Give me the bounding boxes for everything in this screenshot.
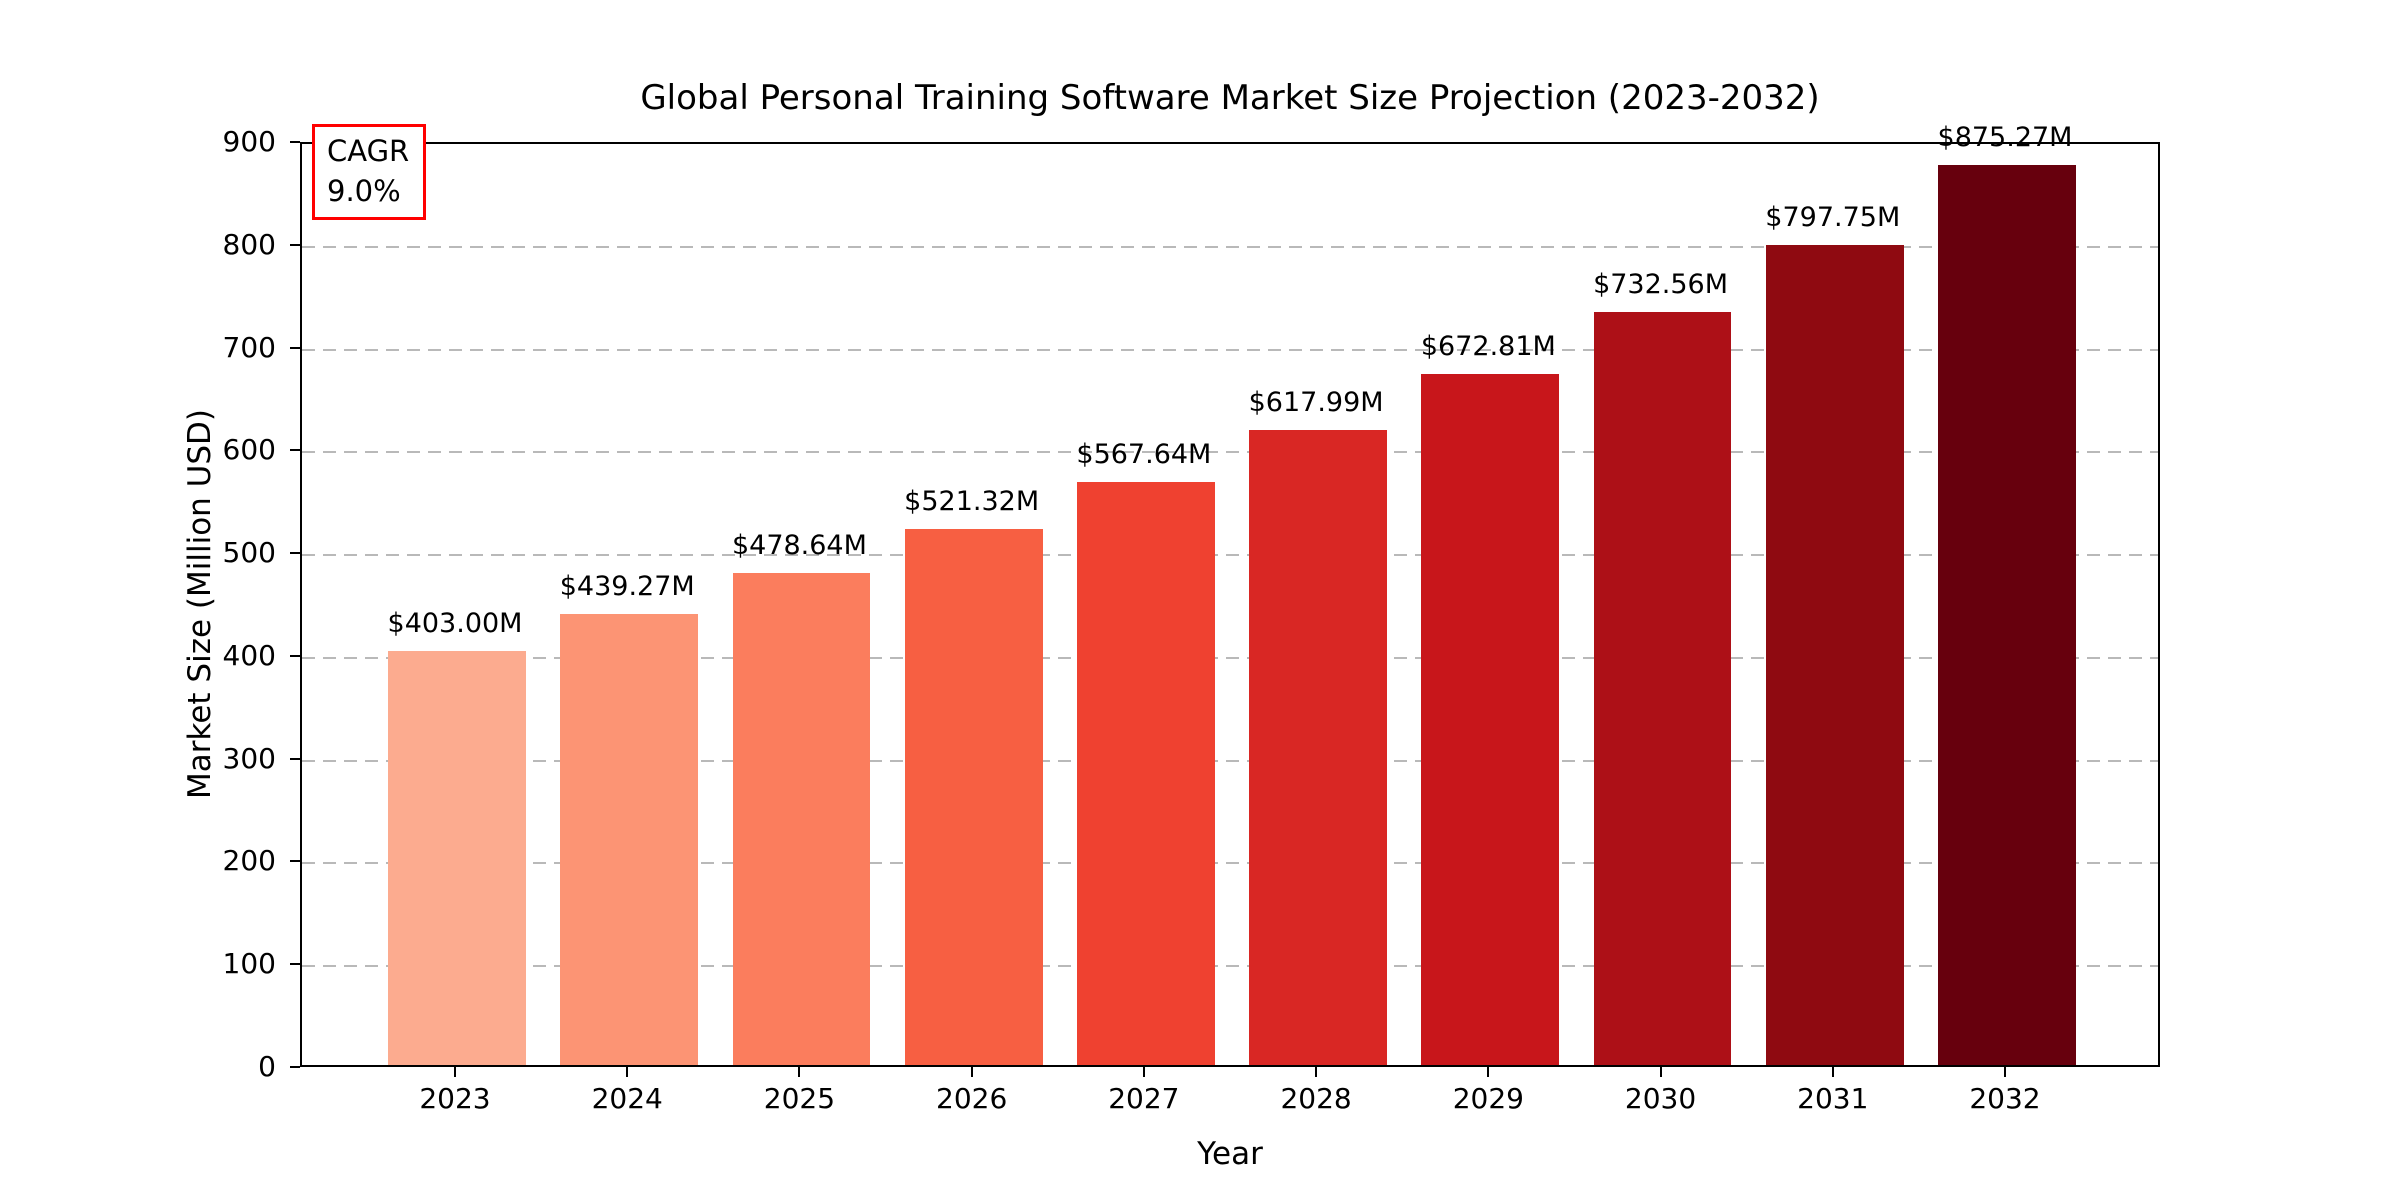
bar-value-label-2030: $732.56M xyxy=(1593,269,1729,301)
y-tick-mark-600 xyxy=(290,449,300,452)
y-tick-mark-800 xyxy=(290,243,300,246)
gridline-100 xyxy=(302,965,2158,968)
x-tick-mark-2027 xyxy=(1142,1067,1145,1077)
x-tick-label-2030: 2030 xyxy=(1624,1082,1697,1115)
x-tick-label-2029: 2029 xyxy=(1452,1082,1524,1115)
y-tick-label-200: 200 xyxy=(222,844,276,878)
y-tick-label-100: 100 xyxy=(222,947,276,981)
chart-title: Global Personal Training Software Market… xyxy=(640,78,1820,118)
gridline-600 xyxy=(302,451,2158,454)
x-tick-mark-2031 xyxy=(1831,1067,1834,1077)
y-tick-mark-900 xyxy=(290,141,300,143)
x-tick-label-2025: 2025 xyxy=(763,1082,836,1115)
cagr-annotation-label: CAGR xyxy=(327,134,410,168)
y-tick-mark-0 xyxy=(290,1066,300,1068)
x-tick-mark-2024 xyxy=(626,1067,629,1077)
x-tick-label-2028: 2028 xyxy=(1280,1082,1352,1115)
gridline-400 xyxy=(302,656,2158,659)
gridline-500 xyxy=(302,554,2158,557)
x-tick-mark-2029 xyxy=(1487,1067,1490,1077)
y-tick-mark-700 xyxy=(290,346,300,349)
bar-value-label-2024: $439.27M xyxy=(559,570,695,602)
bar-2025 xyxy=(732,573,871,1065)
x-tick-label-2024: 2024 xyxy=(591,1082,663,1115)
bar-value-label-2027: $567.64M xyxy=(1076,438,1212,470)
x-axis-label: Year xyxy=(1197,1136,1263,1172)
bar-2026 xyxy=(904,529,1043,1065)
bar-value-label-2028: $617.99M xyxy=(1248,386,1384,418)
x-tick-label-2031: 2031 xyxy=(1797,1082,1869,1115)
gridline-200 xyxy=(302,862,2158,865)
x-tick-label-2023: 2023 xyxy=(419,1082,491,1115)
y-axis-label: Market Size (Million USD) xyxy=(182,409,218,799)
y-tick-label-700: 700 xyxy=(222,330,276,364)
y-tick-label-500: 500 xyxy=(222,536,276,570)
y-tick-label-600: 600 xyxy=(222,433,276,467)
y-tick-mark-200 xyxy=(290,860,300,863)
plot-area xyxy=(300,142,2160,1067)
x-tick-label-2027: 2027 xyxy=(1108,1082,1180,1115)
x-tick-label-2026: 2026 xyxy=(936,1082,1008,1115)
x-tick-mark-2023 xyxy=(454,1067,456,1077)
bar-2032 xyxy=(1938,165,2076,1065)
bar-value-label-2029: $672.81M xyxy=(1420,330,1556,362)
y-tick-mark-500 xyxy=(290,552,300,555)
x-tick-mark-2026 xyxy=(970,1067,973,1077)
x-tick-mark-2030 xyxy=(1659,1067,1662,1077)
y-tick-label-400: 400 xyxy=(222,638,276,672)
gridline-800 xyxy=(302,245,2158,248)
x-tick-mark-2028 xyxy=(1315,1067,1318,1077)
bar-2024 xyxy=(560,613,699,1065)
bar-value-label-2025: $478.64M xyxy=(731,530,867,562)
y-tick-label-0: 0 xyxy=(258,1050,276,1083)
bar-2030 xyxy=(1593,312,1732,1065)
bar-2031 xyxy=(1765,245,1904,1065)
cagr-annotation-box: CAGR 9.0% xyxy=(312,124,427,220)
bar-value-label-2026: $521.32M xyxy=(904,486,1040,518)
bar-value-label-2023: $403.00M xyxy=(387,607,523,639)
y-tick-label-900: 900 xyxy=(222,125,276,158)
gridline-300 xyxy=(302,759,2158,762)
x-tick-mark-2025 xyxy=(798,1067,801,1077)
x-tick-mark-2032 xyxy=(2004,1067,2006,1077)
y-tick-label-800: 800 xyxy=(222,227,276,261)
bar-2023 xyxy=(388,650,526,1065)
bar-value-label-2031: $797.75M xyxy=(1765,202,1901,234)
gridline-700 xyxy=(302,348,2158,351)
cagr-annotation-value: 9.0% xyxy=(327,174,401,208)
bar-2028 xyxy=(1249,429,1387,1065)
bar-2027 xyxy=(1077,481,1215,1065)
x-tick-label-2032: 2032 xyxy=(1969,1082,2041,1115)
bar-value-label-2032: $875.27M xyxy=(1937,122,2073,154)
y-tick-mark-100 xyxy=(290,963,300,966)
y-tick-mark-300 xyxy=(290,757,300,760)
bar-2029 xyxy=(1421,373,1560,1065)
y-tick-mark-400 xyxy=(290,654,300,657)
y-tick-label-300: 300 xyxy=(222,741,276,775)
